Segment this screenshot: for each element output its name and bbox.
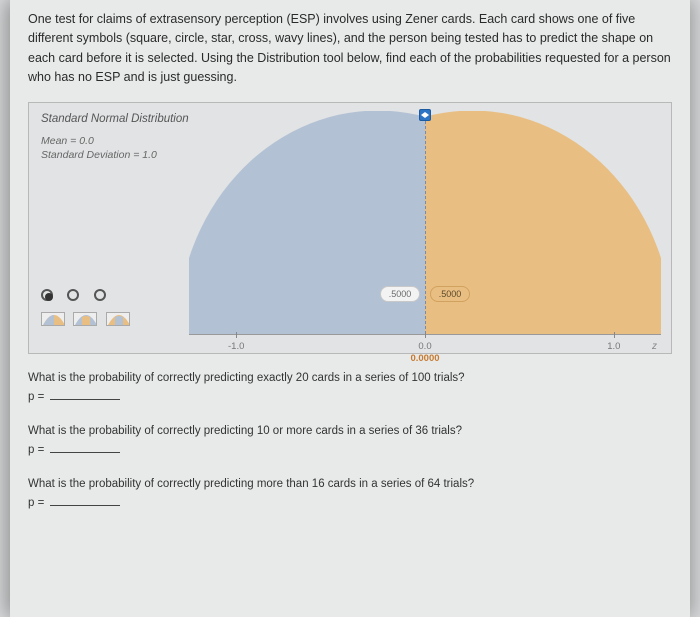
answer-prefix: p =	[28, 391, 44, 403]
tick	[614, 332, 615, 338]
prob-right-pill: .5000	[430, 286, 471, 302]
intro-paragraph: One test for claims of extrasensory perc…	[28, 10, 672, 88]
tick	[425, 332, 426, 338]
answer-prefix: p =	[28, 444, 44, 456]
mini-preview-3[interactable]	[106, 312, 130, 326]
tick-label: 1.0	[607, 341, 620, 352]
answer-prefix: p =	[28, 497, 44, 509]
question-text: What is the probability of correctly pre…	[28, 425, 672, 437]
answer-line: p =	[28, 388, 672, 403]
mini-preview-2[interactable]	[73, 312, 97, 326]
question-2: What is the probability of correctly pre…	[28, 425, 672, 456]
tick-label: -1.0	[228, 341, 244, 352]
mini-preview-1[interactable]	[41, 312, 65, 326]
radio-option-1[interactable]	[41, 289, 53, 301]
prob-left-pill: .5000	[380, 286, 421, 302]
question-text: What is the probability of correctly pre…	[28, 478, 672, 490]
tick-label: 0.0	[418, 341, 431, 352]
radio-option-3[interactable]	[94, 289, 106, 301]
mini-previews	[41, 311, 134, 329]
z-value-readout: 0.0000	[410, 353, 439, 364]
radio-option-2[interactable]	[67, 289, 79, 301]
question-1: What is the probability of correctly pre…	[28, 372, 672, 403]
answer-line: p =	[28, 441, 672, 456]
tool-controls	[41, 287, 134, 329]
tail-radios	[41, 287, 134, 305]
page: One test for claims of extrasensory perc…	[10, 0, 690, 617]
question-text: What is the probability of correctly pre…	[28, 372, 672, 384]
question-3: What is the probability of correctly pre…	[28, 478, 672, 509]
answer-line: p =	[28, 494, 672, 509]
distribution-chart: .5000 .5000 -1.0 0.0 1.0 0.0000 z	[189, 111, 661, 335]
z-slider-handle[interactable]	[419, 109, 431, 121]
z-axis-label: z	[652, 341, 657, 352]
tick	[236, 332, 237, 338]
distribution-tool: Standard Normal Distribution Mean = 0.0 …	[28, 102, 672, 354]
answer-blank[interactable]	[50, 494, 120, 506]
z-divider-line	[425, 111, 426, 334]
answer-blank[interactable]	[50, 441, 120, 453]
answer-blank[interactable]	[50, 388, 120, 400]
